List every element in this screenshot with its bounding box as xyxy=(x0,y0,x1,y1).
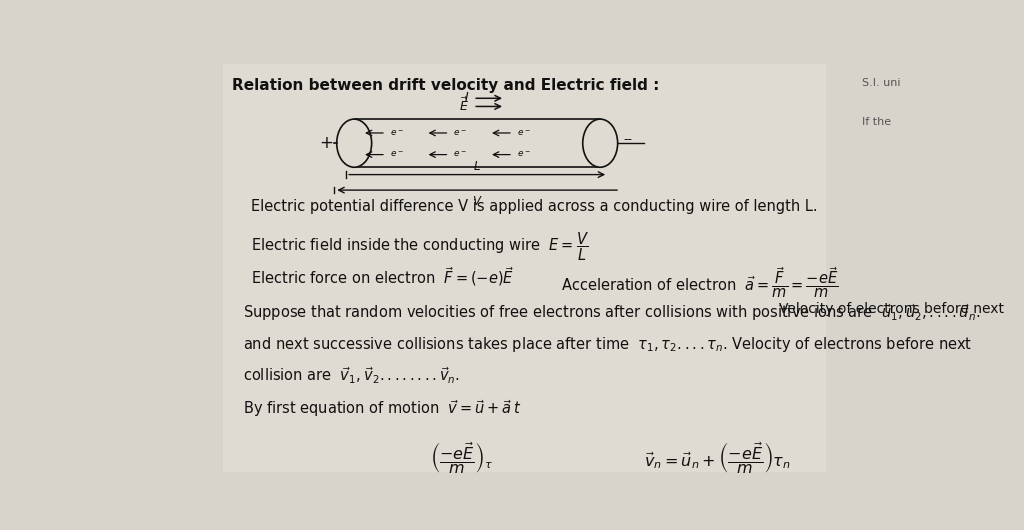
Ellipse shape xyxy=(337,119,372,167)
Text: $L$: $L$ xyxy=(473,160,481,173)
Ellipse shape xyxy=(583,119,617,167)
Text: Electric field inside the conducting wire  $E = \dfrac{V}{L}$: Electric field inside the conducting wir… xyxy=(251,231,589,263)
Text: --: -- xyxy=(624,132,633,146)
Bar xyxy=(337,117,354,169)
Text: $V$: $V$ xyxy=(472,195,482,208)
Text: By first equation of motion  $\vec{v} = \vec{u} + \vec{a}\,t$: By first equation of motion $\vec{v} = \… xyxy=(243,398,521,419)
Text: Electric force on electron  $\vec{F} = (-e)\vec{E}$: Electric force on electron $\vec{F} = (-… xyxy=(251,266,514,288)
Text: Velocity of electrons before next: Velocity of electrons before next xyxy=(778,302,1004,316)
Text: Suppose that random velocities of free electrons after collisions with positive : Suppose that random velocities of free e… xyxy=(243,302,980,323)
Text: $e^-$: $e^-$ xyxy=(390,128,403,138)
Text: Electric potential difference V is applied across a conducting wire of length L.: Electric potential difference V is appli… xyxy=(251,199,817,214)
Text: and next successive collisions takes place after time  $\tau_1, \tau_2 .... \tau: and next successive collisions takes pla… xyxy=(243,335,973,354)
Text: $\left(\dfrac{-e\vec{E}}{m}\right)_{\tau}$: $\left(\dfrac{-e\vec{E}}{m}\right)_{\tau… xyxy=(430,441,494,476)
Bar xyxy=(354,119,600,167)
Text: S.I. uni: S.I. uni xyxy=(862,78,900,88)
Bar xyxy=(223,64,826,472)
Text: If the: If the xyxy=(862,117,891,127)
Text: $\vec{E}$: $\vec{E}$ xyxy=(460,97,469,114)
Text: Acceleration of electron  $\vec{a} = \dfrac{\vec{F}}{m} = \dfrac{-e\vec{E}}{m}$: Acceleration of electron $\vec{a} = \dfr… xyxy=(560,266,838,300)
Text: $e^-$: $e^-$ xyxy=(517,128,530,138)
Text: $e^-$: $e^-$ xyxy=(390,150,403,160)
Text: Relation between drift velocity and Electric field :: Relation between drift velocity and Elec… xyxy=(231,78,659,93)
Text: +: + xyxy=(319,134,334,152)
Text: $e^-$: $e^-$ xyxy=(454,128,467,138)
Text: $e^-$: $e^-$ xyxy=(454,150,467,160)
Text: $I$: $I$ xyxy=(464,91,469,103)
Text: $e^-$: $e^-$ xyxy=(517,150,530,160)
Text: $\vec{v}_n = \vec{u}_n + \left(\dfrac{-e\vec{E}}{m}\right)\tau_n$: $\vec{v}_n = \vec{u}_n + \left(\dfrac{-e… xyxy=(644,441,791,476)
Text: collision are  $\vec{v}_1, \vec{v}_2 ........ \vec{v}_n$.: collision are $\vec{v}_1, \vec{v}_2 ....… xyxy=(243,366,460,386)
